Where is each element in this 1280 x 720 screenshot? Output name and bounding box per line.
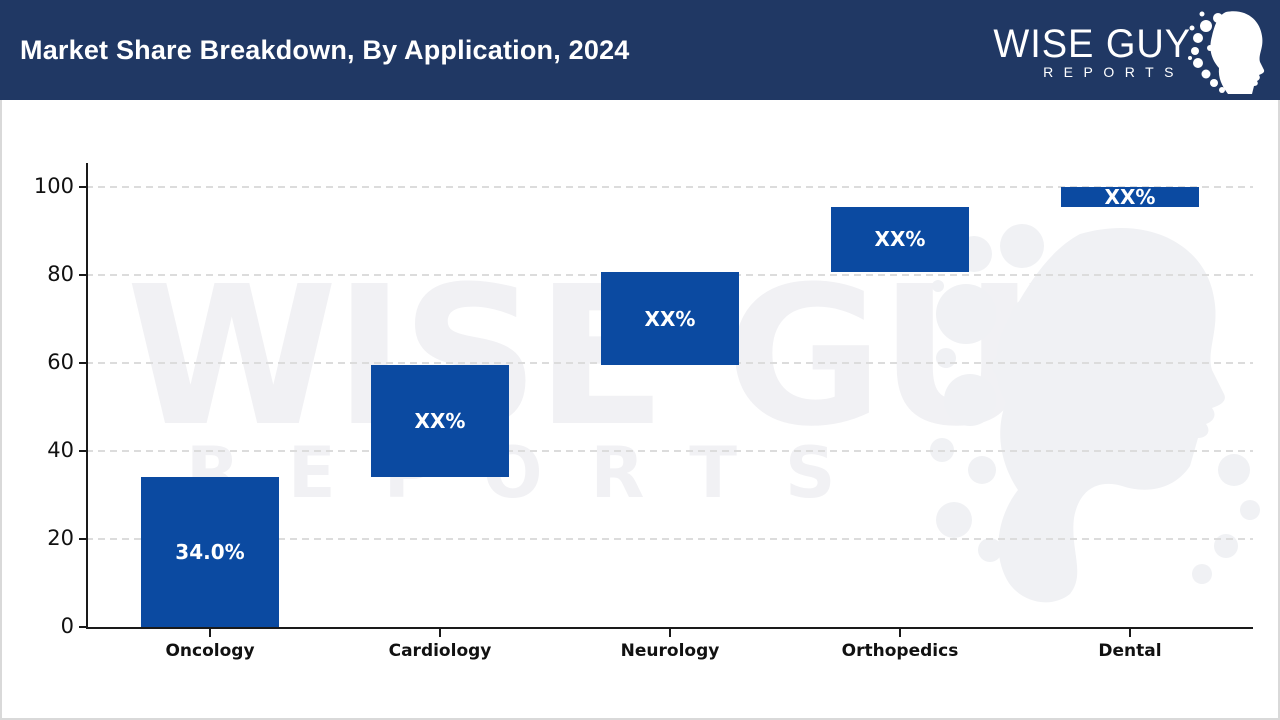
bar-neurology: XX% — [601, 271, 739, 366]
x-axis — [86, 627, 1253, 629]
watermark-text-secondary: REPORTS — [186, 432, 884, 514]
x-category-label: Dental — [1098, 641, 1162, 661]
bar-dental: XX% — [1061, 184, 1199, 209]
x-tick-mark — [209, 629, 211, 637]
y-tick-label: 60 — [47, 350, 74, 374]
y-tick-label: 20 — [47, 526, 74, 550]
header-band: Market Share Breakdown, By Application, … — [0, 0, 1280, 100]
x-category-label: Oncology — [165, 641, 255, 661]
bar-orthopedics: XX% — [831, 206, 969, 272]
bar-value-label: XX% — [414, 409, 466, 434]
y-tick-mark — [79, 450, 86, 452]
y-tick-label: 100 — [33, 174, 74, 198]
x-category-label: Orthopedics — [841, 641, 959, 661]
x-tick-mark — [439, 629, 441, 637]
gridline — [86, 186, 1253, 188]
y-tick-mark — [79, 274, 86, 276]
bar-value-label: XX% — [874, 227, 926, 252]
x-tick-mark — [899, 629, 901, 637]
brand-logo-primary-text: WISE GUY — [993, 22, 1191, 66]
y-tick-mark — [79, 362, 86, 364]
y-tick-label: 0 — [60, 614, 74, 638]
bar-value-label: XX% — [1104, 184, 1156, 209]
bar-oncology: 34.0% — [141, 477, 279, 627]
bar-cardiology: XX% — [371, 365, 509, 478]
y-tick-label: 80 — [47, 262, 74, 286]
x-category-label: Neurology — [620, 641, 720, 661]
y-tick-mark — [79, 186, 86, 188]
waterfall-chart: 0 20 40 60 80 100 34.0% Oncology XX% Cardiology XX… — [0, 100, 1280, 720]
brand-logo-secondary-text: REPORTS — [1043, 64, 1184, 80]
x-tick-mark — [1129, 629, 1131, 637]
wiseguy-head-logo-icon — [1188, 11, 1265, 94]
gridline — [86, 450, 1253, 452]
y-tick-mark — [79, 626, 86, 628]
x-category-label: Cardiology — [388, 641, 492, 661]
bar-value-label: 34.0% — [175, 540, 245, 565]
y-tick-mark — [79, 538, 86, 540]
bar-value-label: XX% — [644, 306, 696, 331]
brand-logo: WISE GUY REPORTS — [993, 0, 1266, 100]
y-axis — [86, 163, 88, 629]
y-tick-label: 40 — [47, 438, 74, 462]
gridline — [86, 538, 1253, 540]
watermark-head-icon — [930, 224, 1260, 603]
x-tick-mark — [669, 629, 671, 637]
page-title: Market Share Breakdown, By Application, … — [20, 34, 630, 65]
